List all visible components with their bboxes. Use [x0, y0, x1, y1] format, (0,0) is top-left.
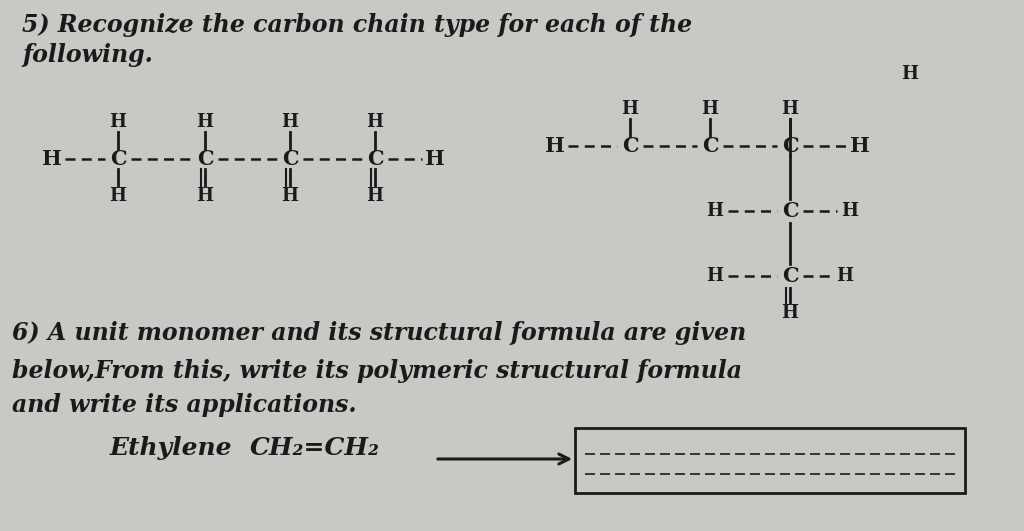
- Text: and write its applications.: and write its applications.: [12, 393, 356, 417]
- Text: H: H: [781, 100, 799, 118]
- Text: H: H: [42, 149, 61, 169]
- Text: H: H: [282, 187, 299, 205]
- Text: H: H: [901, 65, 919, 83]
- Bar: [575, 428, 965, 493]
- Text: C: C: [781, 201, 799, 221]
- Text: below,From this, write its polymeric structural formula: below,From this, write its polymeric str…: [12, 359, 742, 383]
- Text: H: H: [367, 113, 384, 131]
- Text: C: C: [701, 136, 718, 156]
- Text: 5) Recognize the carbon chain type for each of the: 5) Recognize the carbon chain type for e…: [22, 13, 692, 37]
- Text: H: H: [425, 149, 445, 169]
- Text: H: H: [197, 113, 213, 131]
- Text: H: H: [545, 136, 565, 156]
- Text: C: C: [781, 266, 799, 286]
- Text: H: H: [367, 187, 384, 205]
- Text: C: C: [367, 149, 383, 169]
- Text: H: H: [707, 267, 724, 285]
- Text: Ethylene: Ethylene: [110, 436, 232, 460]
- Text: H: H: [622, 100, 639, 118]
- Text: H: H: [282, 113, 299, 131]
- Text: following.: following.: [22, 43, 153, 67]
- Text: H: H: [707, 202, 724, 220]
- Text: H: H: [837, 267, 853, 285]
- Text: C: C: [781, 136, 799, 156]
- Text: H: H: [701, 100, 719, 118]
- Text: C: C: [282, 149, 298, 169]
- Text: H: H: [110, 187, 127, 205]
- Text: C: C: [622, 136, 638, 156]
- Text: CH₂=CH₂: CH₂=CH₂: [250, 436, 380, 460]
- Text: H: H: [110, 113, 127, 131]
- Text: 6) A unit monomer and its structural formula are given: 6) A unit monomer and its structural for…: [12, 321, 746, 345]
- Text: C: C: [110, 149, 126, 169]
- Text: C: C: [197, 149, 213, 169]
- Text: H: H: [842, 202, 858, 220]
- Text: H: H: [850, 136, 870, 156]
- Text: H: H: [197, 187, 213, 205]
- Text: H: H: [781, 304, 799, 322]
